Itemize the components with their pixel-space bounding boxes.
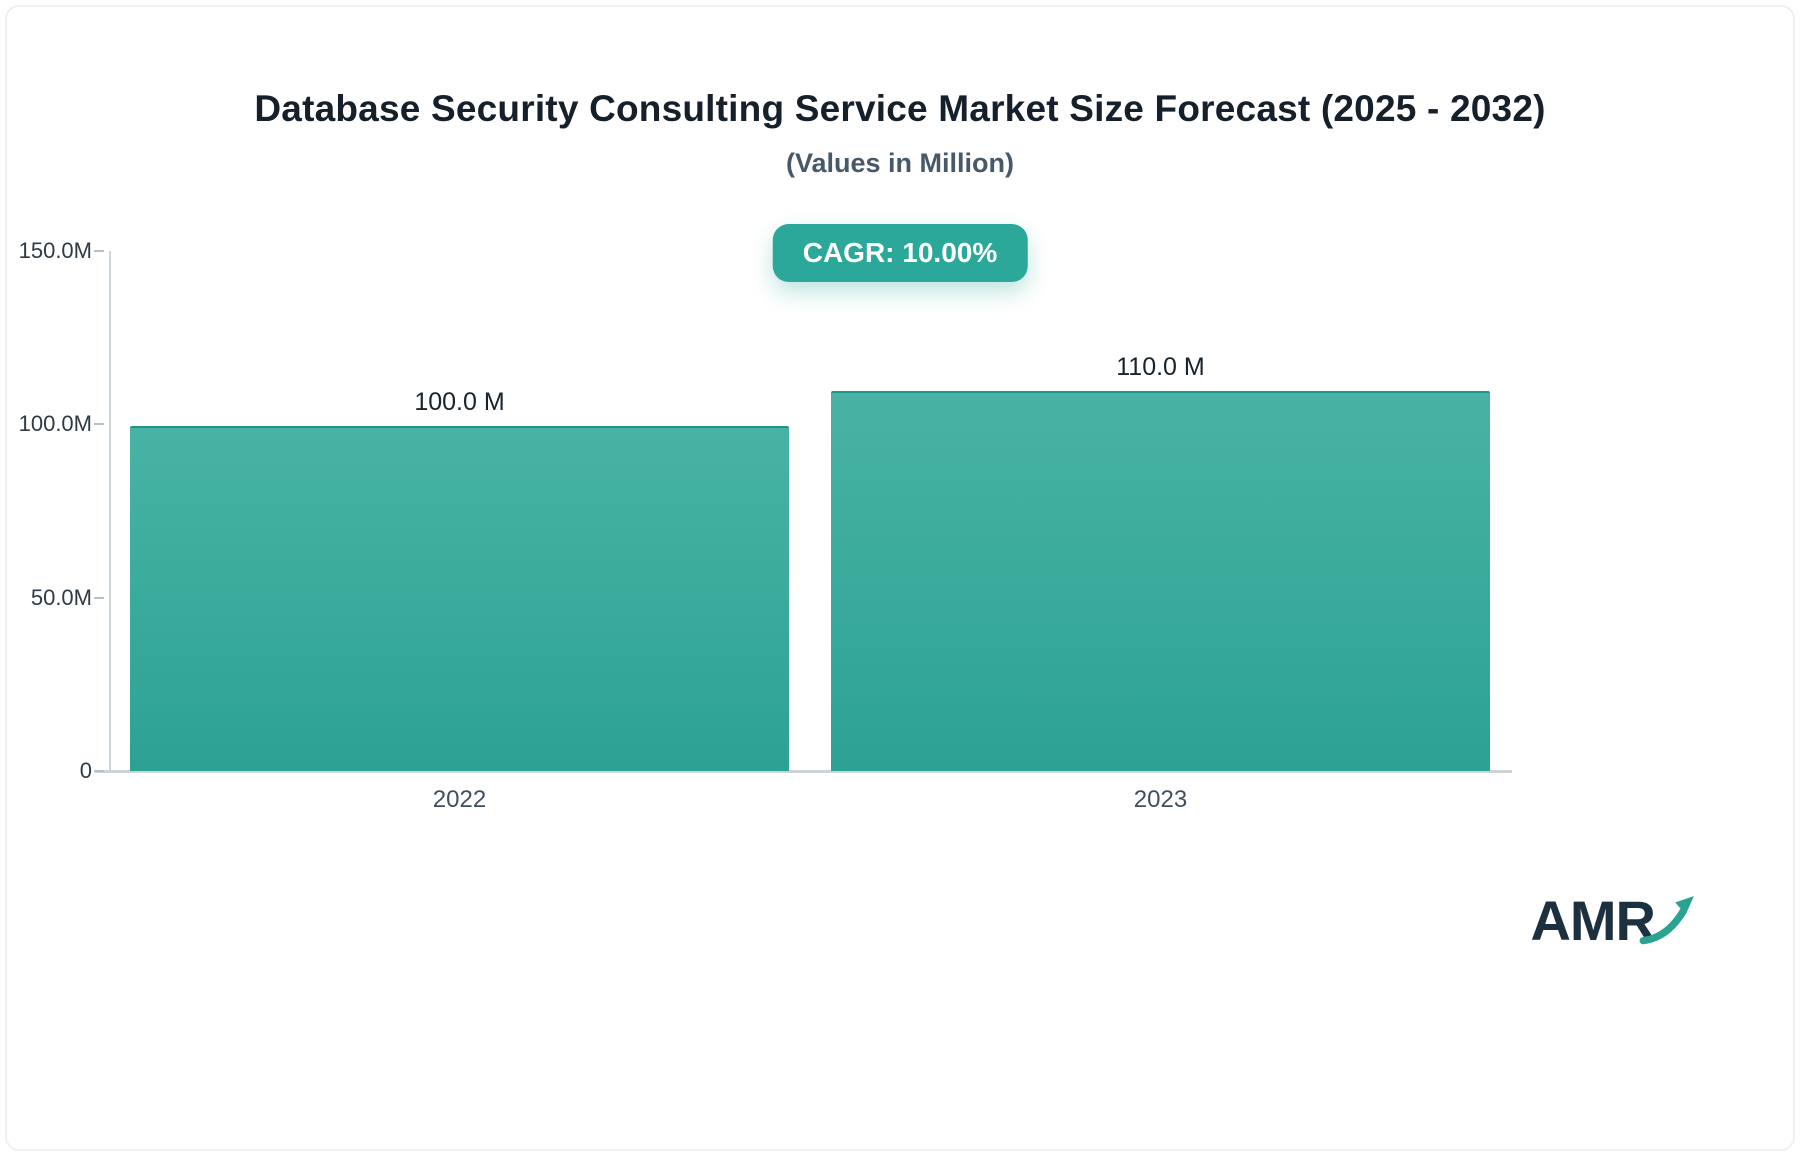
chart-subtitle: (Values in Million) (785, 148, 1015, 178)
y-tick-label: 0 (79, 758, 92, 783)
amr-logo-text: AMR (1530, 889, 1656, 952)
y-tick-mark (94, 250, 104, 252)
bars-plot-area: 100.0 M 110.0 M (110, 253, 1510, 771)
y-tick-mark (94, 423, 104, 426)
y-tick-label: 100.0M (18, 411, 92, 437)
bar-2022 (130, 425, 789, 771)
amr-logo: AMR (1530, 893, 1697, 949)
cagr-badge: CAGR: 10.00% (772, 224, 1028, 282)
y-tick-label: 150.0M (18, 238, 92, 263)
bar-group-2023: 110.0 M (831, 253, 1490, 771)
bar-group-2022: 100.0 M (130, 253, 789, 771)
x-tick-label: 2023 (1133, 786, 1188, 813)
bar-2023 (831, 391, 1490, 771)
bar-value-label: 110.0 M (1116, 353, 1205, 382)
amr-logo-arrow-icon (1639, 896, 1694, 945)
chart-title: Database Security Consulting Service Mar… (254, 88, 1546, 129)
y-tick-label: 50.0M (30, 584, 92, 610)
y-axis-line (109, 251, 111, 771)
y-tick-mark (94, 596, 104, 599)
bar-value-label: 100.0 M (414, 387, 505, 416)
x-tick-label: 2022 (432, 786, 487, 813)
y-tick-mark (94, 770, 104, 772)
x-axis-line (95, 770, 1512, 773)
x-axis-labels: 2022 2023 (110, 786, 1510, 814)
